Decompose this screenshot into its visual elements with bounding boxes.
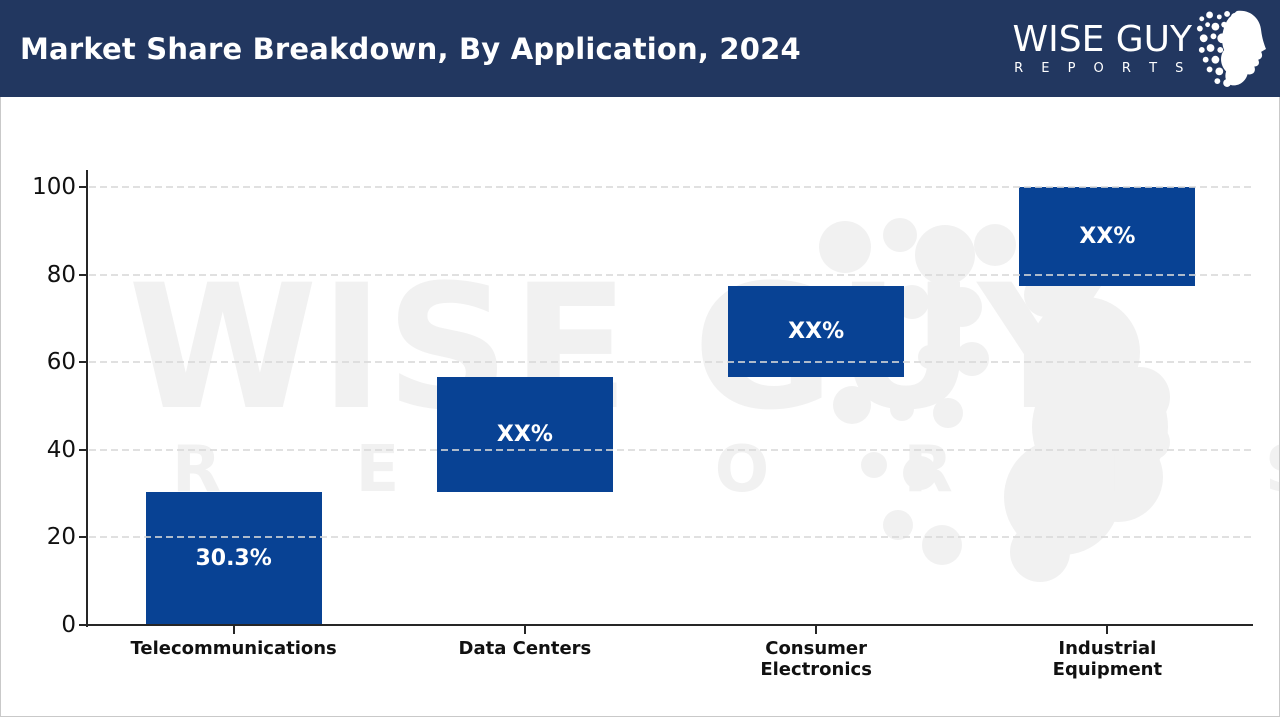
gridline xyxy=(89,361,1253,364)
brand-subtext: R E P O R T S xyxy=(1014,60,1191,76)
y-axis-spine xyxy=(86,170,88,627)
y-tick-label: 40 xyxy=(46,436,76,463)
page-title: Market Share Breakdown, By Application, … xyxy=(20,31,801,66)
logo-face-icon xyxy=(1196,10,1266,87)
y-tick-mark xyxy=(79,361,88,364)
brand-logo: WISE GUY R E P O R T S xyxy=(1012,8,1266,90)
bar-telecommunications: 30.3% xyxy=(145,492,322,625)
waterfall-chart: WISE GUY R E P O R T S 30.3% XX% XX% XX% 0 20… xyxy=(0,97,1280,720)
y-tick-label: 60 xyxy=(46,349,76,376)
x-axis-spine xyxy=(86,624,1253,626)
x-category-label: Industrial Equipment xyxy=(1052,638,1163,680)
x-category-label: Consumer Electronics xyxy=(760,638,872,680)
brand-wordmark: WISE GUY xyxy=(1012,18,1193,60)
y-tick-mark xyxy=(79,273,88,276)
x-tick-mark xyxy=(1106,626,1109,634)
y-tick-label: 100 xyxy=(32,174,76,200)
bar-value-label: XX% xyxy=(788,319,845,345)
gridline xyxy=(89,186,1253,188)
watermark-wordmark: WISE GUY xyxy=(128,247,1105,448)
y-tick-mark xyxy=(79,536,88,539)
y-tick-mark xyxy=(79,186,88,188)
plot-area: 30.3% XX% XX% XX% 0 20 40 60 80 100 Telecommunicat… xyxy=(0,97,1280,720)
bar-value-label: XX% xyxy=(1079,223,1136,249)
x-category-label: Telecommunications xyxy=(130,638,337,659)
x-tick-mark xyxy=(232,626,235,634)
x-tick-mark xyxy=(523,626,526,634)
bar-industrial-equipment: XX% xyxy=(1019,187,1196,286)
header-bar: Market Share Breakdown, By Application, … xyxy=(0,0,1280,97)
y-tick-mark xyxy=(79,624,88,626)
watermark-subtext: R E P O R T S xyxy=(172,433,1280,507)
x-category-label: Data Centers xyxy=(458,638,592,659)
y-tick-label: 20 xyxy=(46,524,76,551)
y-tick-mark xyxy=(79,448,88,451)
gridline xyxy=(89,273,1253,276)
x-tick-mark xyxy=(815,626,818,634)
bar-data-centers: XX% xyxy=(436,377,613,493)
gridline xyxy=(89,448,1253,451)
bar-consumer-electronics: XX% xyxy=(728,285,905,378)
brand-logo-text: WISE GUY R E P O R T S xyxy=(1012,18,1193,76)
bar-value-label: XX% xyxy=(496,422,553,448)
y-tick-label: 0 xyxy=(61,612,76,638)
y-tick-label: 80 xyxy=(46,261,76,288)
bar-value-label: 30.3% xyxy=(195,546,272,572)
gridline xyxy=(89,536,1253,539)
